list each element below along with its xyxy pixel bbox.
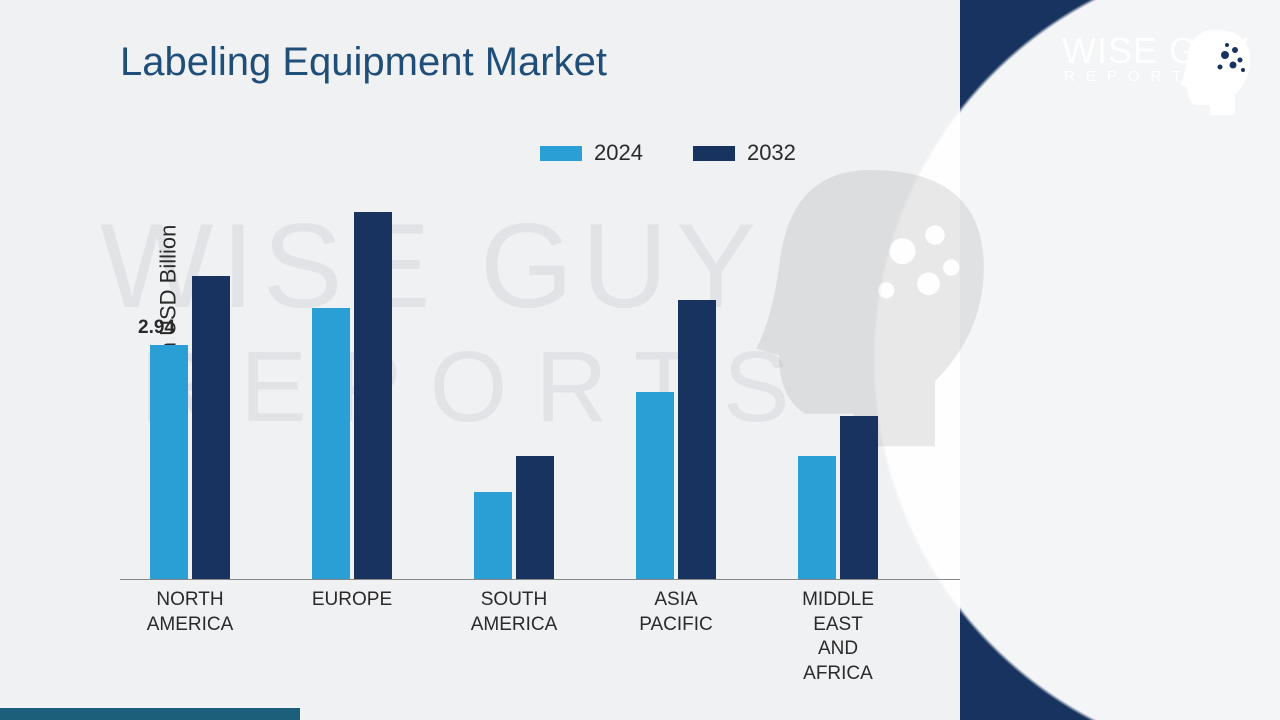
x-axis-baseline: [120, 579, 960, 580]
bar-group: [454, 456, 574, 580]
bar-2032: [192, 276, 230, 580]
bar-2024: [798, 456, 836, 580]
bar-2032: [354, 212, 392, 580]
legend-label: 2024: [594, 140, 643, 166]
bar-chart: Market Size in USD Billion 2024 2032 2.9…: [60, 140, 960, 700]
head-silhouette-icon: [1175, 25, 1255, 115]
x-axis-labels: NORTHAMERICA EUROPE SOUTHAMERICA ASIAPACIFI…: [120, 588, 960, 708]
bottom-accent-strip: [0, 708, 300, 720]
bar-2032: [840, 416, 878, 580]
chart-legend: 2024 2032: [540, 140, 796, 166]
legend-item-2032: 2032: [693, 140, 796, 166]
bar-2024: [150, 345, 188, 580]
bar-2024: [312, 308, 350, 580]
x-axis-category-label: MIDDLEEASTANDAFRICA: [778, 588, 898, 687]
bar-2024: [636, 392, 674, 580]
x-axis-category-label: ASIAPACIFIC: [616, 588, 736, 637]
x-axis-category-label: NORTHAMERICA: [130, 588, 250, 637]
bar-value-label: 2.94: [138, 317, 175, 339]
bar-group: [778, 416, 898, 580]
bar-2032: [516, 456, 554, 580]
legend-label: 2032: [747, 140, 796, 166]
bar-group: 2.94: [130, 276, 250, 580]
x-axis-category-label: SOUTHAMERICA: [454, 588, 574, 637]
bar-group: [616, 300, 736, 580]
legend-item-2024: 2024: [540, 140, 643, 166]
x-axis-category-label: EUROPE: [292, 588, 412, 613]
bar-2024: [474, 492, 512, 580]
chart-title: Labeling Equipment Market: [120, 40, 607, 85]
brand-logo: WISE GUY REPORTS: [1062, 30, 1250, 85]
legend-swatch: [693, 146, 735, 161]
legend-swatch: [540, 146, 582, 161]
bar-2032: [678, 300, 716, 580]
bar-group: [292, 212, 412, 580]
plot-area: 2.94: [120, 180, 960, 580]
